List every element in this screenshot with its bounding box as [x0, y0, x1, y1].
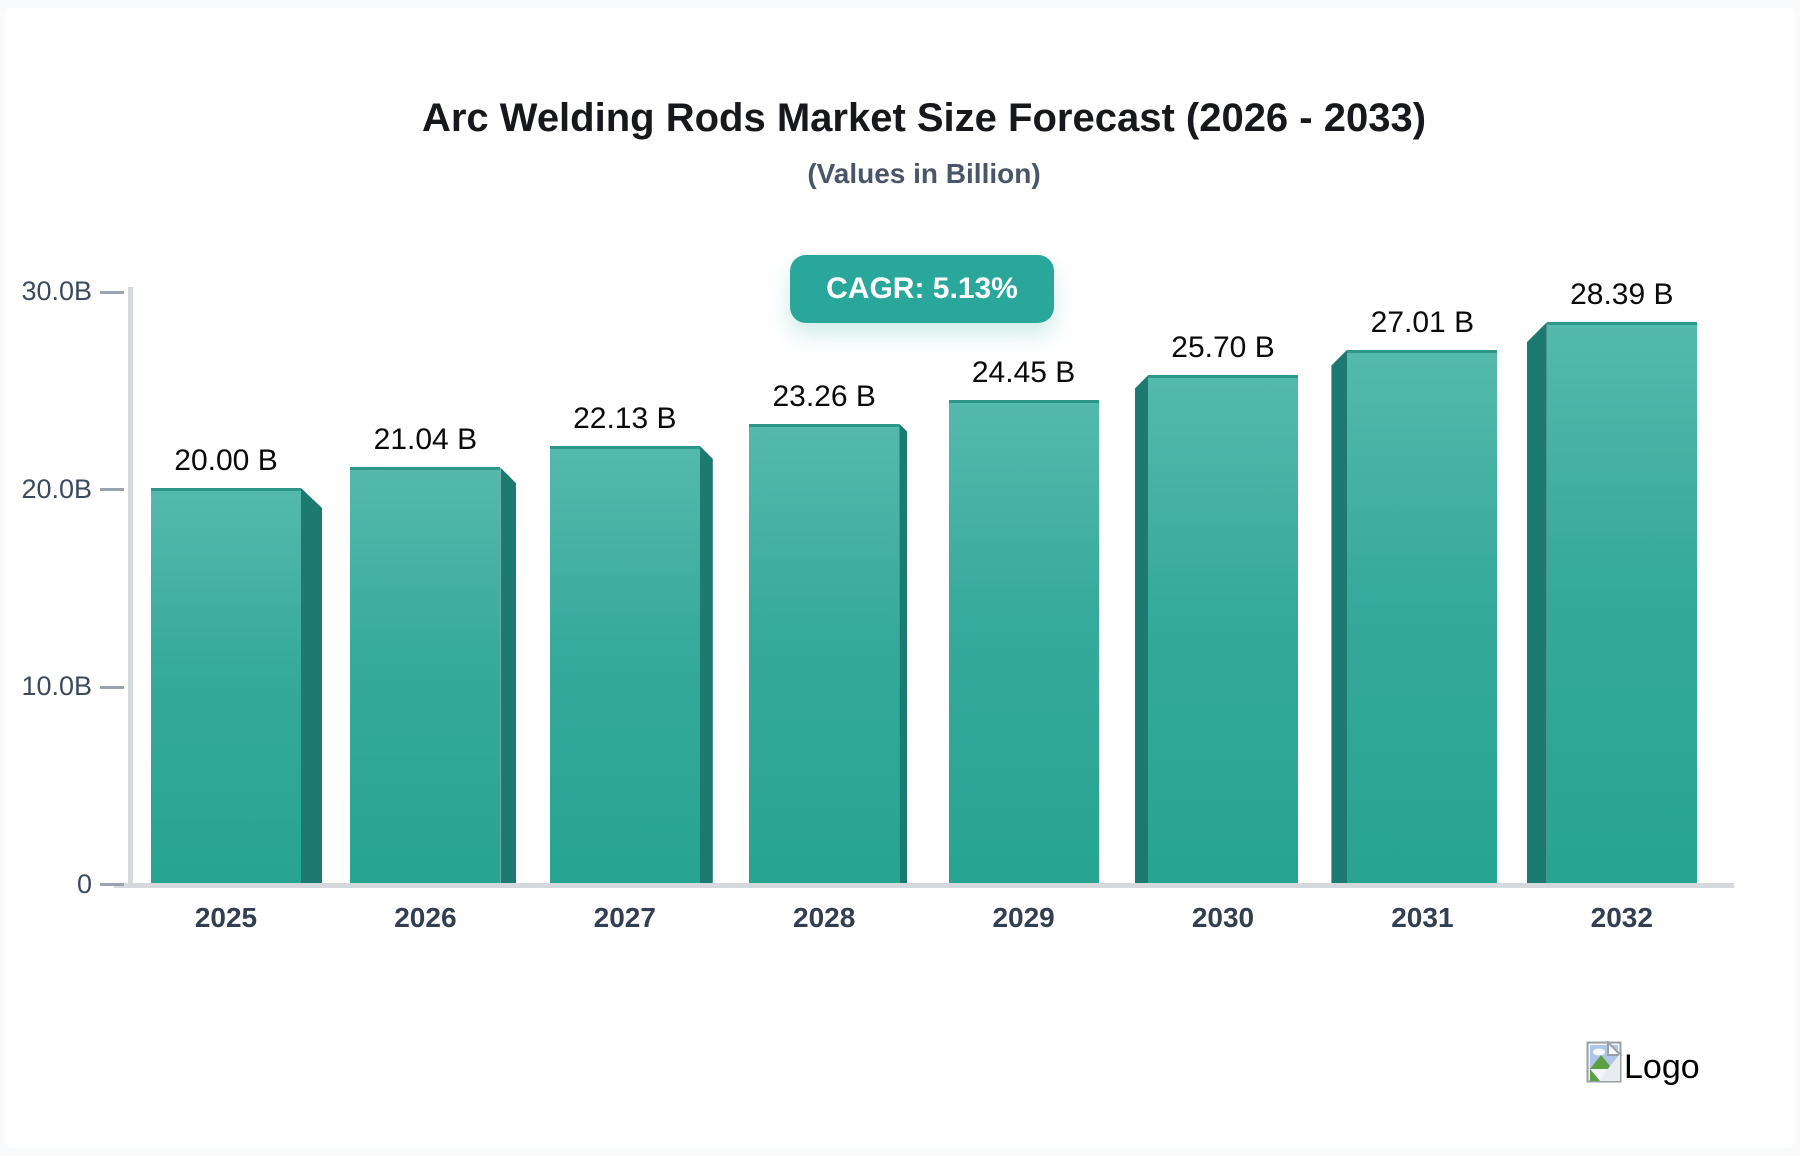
x-axis-line	[114, 883, 1734, 888]
x-axis-label-2029: 2029	[992, 902, 1055, 933]
logo-alt-text: Logo	[1624, 1048, 1700, 1086]
bar-value-label: 20.00 B	[174, 444, 278, 477]
bar-value-label: 21.04 B	[373, 423, 478, 457]
cagr-badge: CAGR: 5.13%	[790, 255, 1054, 323]
broken-image-icon	[1586, 1041, 1622, 1083]
x-axis-label-2026: 2026	[394, 902, 457, 933]
x-axis-label-2031: 2031	[1391, 902, 1454, 933]
y-tick-mark	[100, 488, 124, 491]
bar-2031[interactable]	[1347, 349, 1498, 883]
bar-value-label: 27.01 B	[1370, 305, 1475, 339]
bar-2026[interactable]	[350, 467, 501, 883]
logo: Logo	[1586, 1041, 1700, 1093]
y-tick-label: 20.0B	[21, 473, 92, 504]
y-tick-mark	[100, 883, 124, 886]
chart-subtitle: (Values in Billion)	[807, 158, 1041, 189]
bar-value-label: 24.45 B	[971, 356, 1076, 390]
bar-side-2027	[699, 445, 713, 883]
y-axis-line	[128, 287, 133, 888]
bar-value-label: 25.70 B	[1171, 331, 1275, 365]
bar-side-2026	[500, 467, 517, 883]
y-tick-mark	[100, 290, 124, 294]
bar-value-label: 22.13 B	[573, 401, 677, 435]
bar-side-2031	[1331, 349, 1348, 883]
cagr-badge-label: CAGR: 5.13%	[826, 272, 1018, 305]
bar-side-2030	[1135, 375, 1148, 883]
x-axis-label-2028: 2028	[793, 902, 856, 933]
bar-2027[interactable]	[549, 445, 700, 883]
x-axis-label-2025: 2025	[194, 902, 258, 933]
bar-2028[interactable]	[749, 423, 900, 883]
bar-2025[interactable]	[151, 488, 301, 883]
x-axis-label-2030: 2030	[1191, 902, 1255, 933]
chart-title: Arc Welding Rods Market Size Forecast (2…	[421, 96, 1427, 140]
bar-side-2028	[899, 423, 908, 883]
bar-2029[interactable]	[948, 400, 1099, 883]
y-tick-label: 0	[76, 868, 92, 899]
bar-side-2032	[1526, 322, 1547, 883]
bar-value-label: 23.26 B	[772, 379, 876, 413]
x-axis-label-2032: 2032	[1590, 902, 1653, 933]
x-axis-label-2027: 2027	[593, 902, 656, 933]
y-tick-mark	[100, 685, 124, 689]
bar-2030[interactable]	[1148, 375, 1298, 883]
bar-side-2025	[301, 488, 322, 883]
y-tick-label: 10.0B	[21, 671, 92, 701]
bar-value-label: 28.39 B	[1570, 278, 1674, 312]
y-tick-label: 30.0B	[21, 276, 92, 306]
bar-2032[interactable]	[1546, 322, 1697, 883]
